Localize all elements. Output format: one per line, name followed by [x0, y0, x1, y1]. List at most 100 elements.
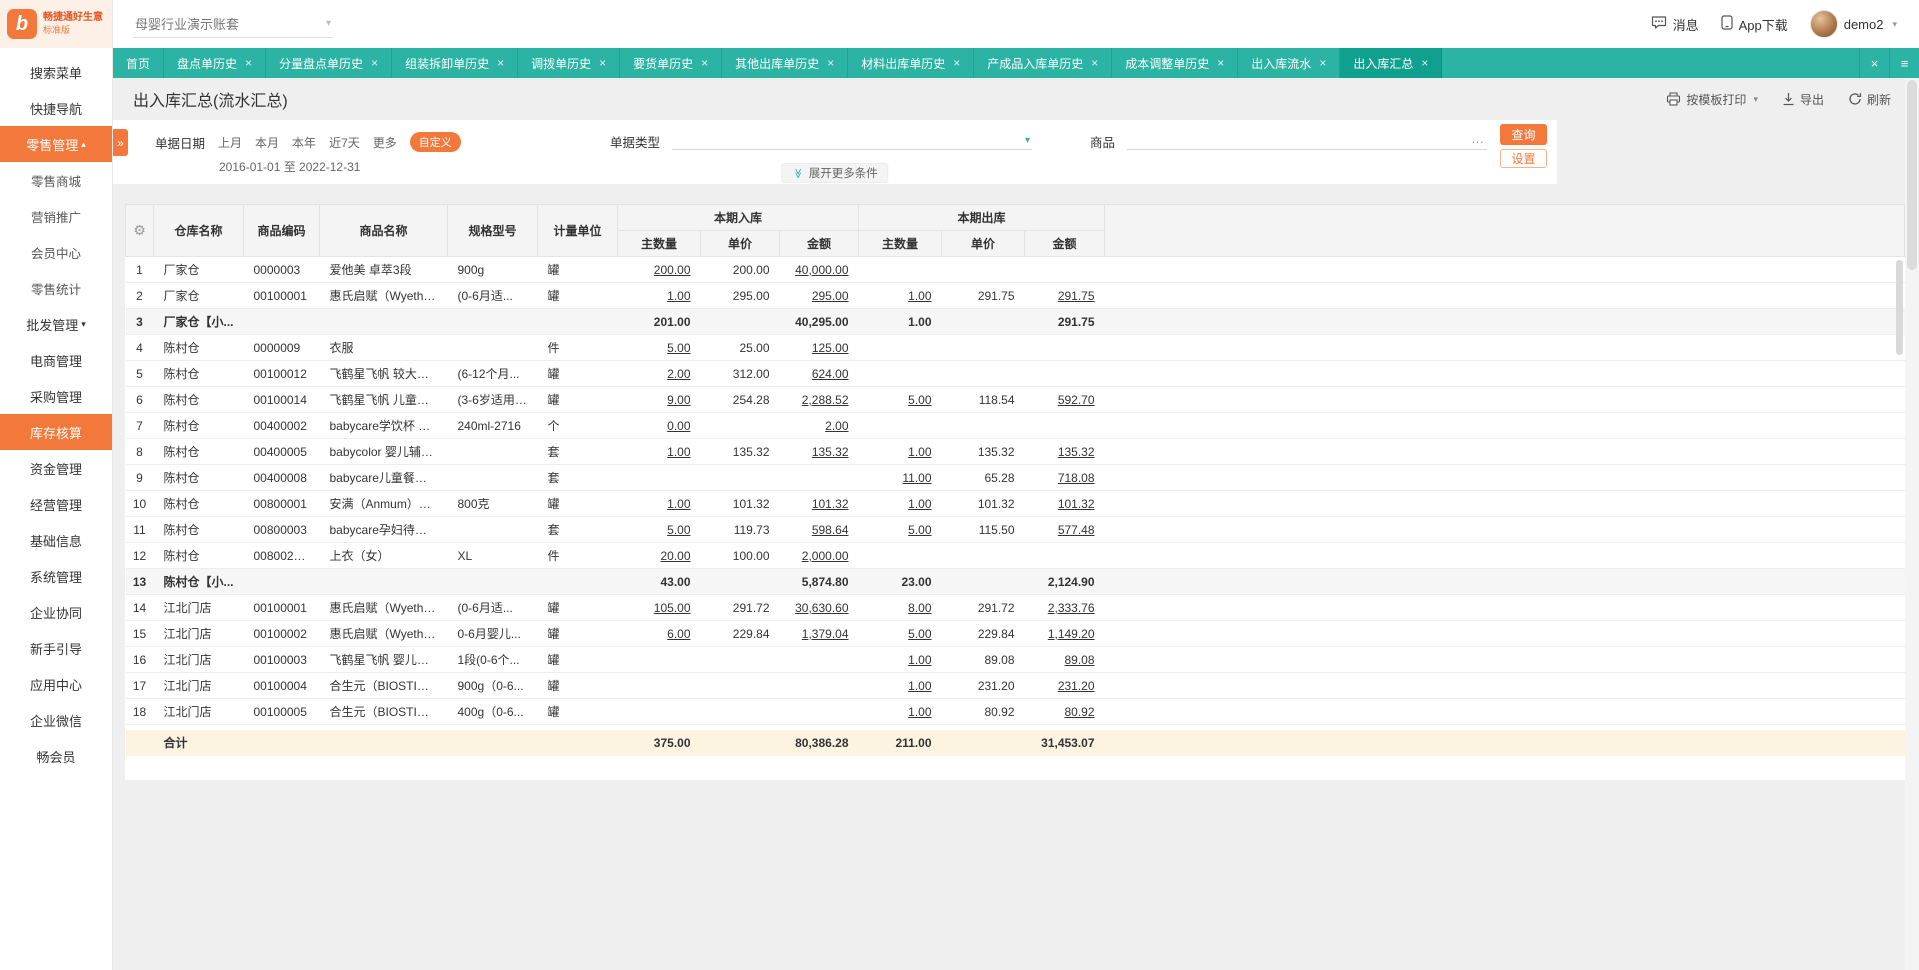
drill-down-link[interactable]: 5.00 [908, 626, 932, 641]
sidebar-item[interactable]: 电商管理 [0, 342, 112, 378]
print-by-template-button[interactable]: 按模板打印 ▾ [1666, 91, 1758, 108]
sidebar-item[interactable]: 企业协同 [0, 594, 112, 630]
drill-down-link[interactable]: 200.00 [653, 262, 691, 277]
tab-close-icon[interactable]: × [599, 56, 607, 70]
drill-down-link[interactable]: 295.00 [811, 288, 849, 303]
doc-type-select[interactable]: ▾ [672, 132, 1033, 150]
drill-down-link[interactable]: 6.00 [667, 626, 691, 641]
tab[interactable]: 产成品入库单历史 × [974, 48, 1113, 78]
column-settings-gear-icon[interactable]: ⚙ [125, 204, 154, 257]
expand-more-button[interactable]: ≫ 展开更多条件 [781, 163, 889, 183]
drill-down-link[interactable]: 125.00 [811, 340, 849, 355]
drill-down-link[interactable]: 2,000.00 [801, 548, 849, 563]
drill-down-link[interactable]: 598.64 [811, 522, 849, 537]
sidebar-subitem[interactable]: 营销推广 [0, 198, 112, 234]
drill-down-link[interactable]: 2,288.52 [801, 392, 849, 407]
user-menu[interactable]: demo2 ▾ [1809, 10, 1897, 38]
sidebar-item[interactable]: 企业微信 [0, 702, 112, 738]
tab-close-icon[interactable]: × [1319, 56, 1327, 70]
sidebar-item[interactable]: 快捷导航 [0, 90, 112, 126]
sidebar-item[interactable]: 基础信息 [0, 522, 112, 558]
tab[interactable]: 其他出库单历史 × [722, 48, 849, 78]
drill-down-link[interactable]: 2,333.76 [1047, 600, 1095, 615]
app-logo[interactable]: b 畅捷通好生意 标准版 [0, 0, 112, 48]
tab-close-icon[interactable]: × [371, 56, 379, 70]
tab[interactable]: 成本调整单历史 × [1112, 48, 1239, 78]
drill-down-link[interactable]: 11.00 [902, 470, 932, 485]
table-scrollbar-thumb[interactable] [1896, 260, 1903, 355]
settings-button[interactable]: 设置 [1500, 149, 1547, 168]
drill-down-link[interactable]: 231.20 [1057, 678, 1095, 693]
sidebar-item[interactable]: 采购管理 [0, 378, 112, 414]
sidebar-subitem[interactable]: 零售商城 [0, 162, 112, 198]
drill-down-link[interactable]: 5.00 [667, 340, 691, 355]
drill-down-link[interactable]: 40,000.00 [795, 262, 849, 277]
product-input[interactable]: … [1127, 131, 1488, 150]
drill-down-link[interactable]: 135.32 [811, 444, 849, 459]
drill-down-link[interactable]: 9.00 [667, 392, 691, 407]
date-range-value[interactable]: 2016-01-01 至 2022-12-31 [219, 160, 361, 174]
drill-down-link[interactable]: 1.00 [908, 444, 932, 459]
drill-down-link[interactable]: 101.32 [1057, 496, 1095, 511]
drill-down-link[interactable]: 2.00 [667, 366, 691, 381]
drill-down-link[interactable]: 577.48 [1057, 522, 1095, 537]
drill-down-link[interactable]: 1.00 [667, 288, 691, 303]
drill-down-link[interactable]: 1,379.04 [801, 626, 849, 641]
date-option[interactable]: 更多 [372, 135, 397, 150]
collapse-filter-icon[interactable]: » [113, 129, 128, 156]
tab-close-icon[interactable]: × [1217, 56, 1225, 70]
drill-down-link[interactable]: 5.00 [908, 392, 932, 407]
drill-down-link[interactable]: 105.00 [653, 600, 691, 615]
sidebar-subitem[interactable]: 会员中心 [0, 234, 112, 270]
drill-down-link[interactable]: 1.00 [667, 444, 691, 459]
query-button[interactable]: 查询 [1500, 124, 1547, 145]
tab-close-icon[interactable]: × [245, 56, 253, 70]
tab-close-icon[interactable]: × [827, 56, 835, 70]
tab-close-icon[interactable]: × [1091, 56, 1099, 70]
drill-down-link[interactable]: 20.00 [660, 548, 691, 563]
close-all-tabs-icon[interactable]: × [1859, 48, 1889, 78]
sidebar-item[interactable]: 系统管理 [0, 558, 112, 594]
sidebar-item[interactable]: 新手引导 [0, 630, 112, 666]
date-option[interactable]: 本月 [255, 135, 280, 150]
drill-down-link[interactable]: 80.92 [1064, 704, 1095, 719]
tab-close-icon[interactable]: × [701, 56, 709, 70]
messages-button[interactable]: 消息 [1651, 15, 1699, 34]
refresh-button[interactable]: 刷新 [1848, 91, 1891, 108]
sidebar-subitem[interactable]: 零售统计 [0, 270, 112, 306]
drill-down-link[interactable]: 1.00 [908, 678, 932, 693]
drill-down-link[interactable]: 1.00 [908, 652, 932, 667]
date-option[interactable]: 近7天 [329, 135, 360, 150]
ellipsis-picker-icon[interactable]: … [1471, 131, 1486, 146]
tab[interactable]: 分量盘点单历史 × [266, 48, 393, 78]
drill-down-link[interactable]: 2.00 [825, 418, 849, 433]
tab-menu-icon[interactable]: ≡ [1889, 48, 1919, 78]
tab-close-icon[interactable]: × [497, 56, 505, 70]
tab[interactable]: 要货单历史 × [620, 48, 723, 78]
tab[interactable]: 出入库汇总 × [1340, 48, 1443, 78]
drill-down-link[interactable]: 0.00 [667, 418, 691, 433]
drill-down-link[interactable]: 624.00 [811, 366, 849, 381]
tab[interactable]: 出入库流水 × [1238, 48, 1341, 78]
tab-close-icon[interactable]: × [953, 56, 961, 70]
sidebar-item[interactable]: 应用中心 [0, 666, 112, 702]
date-option[interactable]: 本年 [292, 135, 317, 150]
page-scrollbar[interactable] [1905, 78, 1919, 970]
tab-close-icon[interactable]: × [1421, 56, 1429, 70]
drill-down-link[interactable]: 30,630.60 [795, 600, 849, 615]
tab[interactable]: 盘点单历史 × [164, 48, 267, 78]
drill-down-link[interactable]: 135.32 [1057, 444, 1095, 459]
tab[interactable]: 组装拆卸单历史 × [392, 48, 519, 78]
sidebar-item[interactable]: 搜索菜单 [0, 54, 112, 90]
account-select[interactable]: 母婴行业演示账套 ▾ [133, 10, 333, 38]
sidebar-item[interactable]: 批发管理 ▾ [0, 306, 112, 342]
export-button[interactable]: 导出 [1782, 91, 1824, 108]
drill-down-link[interactable]: 1.00 [908, 704, 932, 719]
drill-down-link[interactable]: 1.00 [667, 496, 691, 511]
drill-down-link[interactable]: 1.00 [908, 496, 932, 511]
sidebar-item[interactable]: 资金管理 [0, 450, 112, 486]
drill-down-link[interactable]: 592.70 [1057, 392, 1095, 407]
date-option[interactable]: 上月 [218, 135, 243, 150]
tab[interactable]: 材料出库单历史 × [848, 48, 975, 78]
tab[interactable]: 调拨单历史 × [518, 48, 621, 78]
